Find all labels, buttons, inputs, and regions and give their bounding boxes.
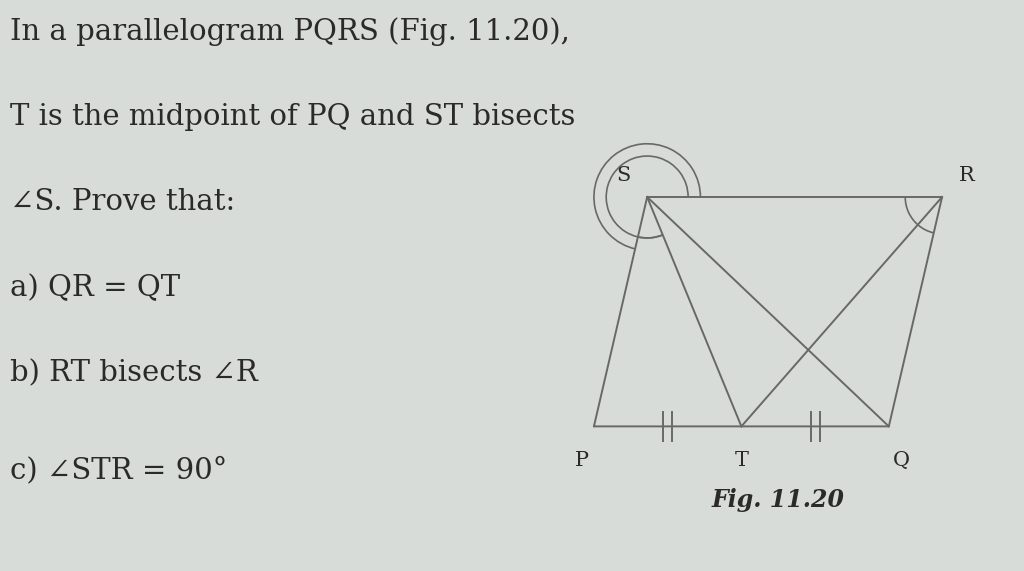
Text: T is the midpoint of PQ and ST bisects: T is the midpoint of PQ and ST bisects: [10, 103, 575, 131]
Text: S: S: [616, 166, 631, 184]
Text: Fig. 11.20: Fig. 11.20: [712, 488, 845, 512]
Text: In a parallelogram PQRS (Fig. 11.20),: In a parallelogram PQRS (Fig. 11.20),: [10, 17, 570, 46]
Text: b) RT bisects ∠R: b) RT bisects ∠R: [10, 360, 258, 388]
Text: a) QR = QT: a) QR = QT: [10, 274, 180, 302]
Text: R: R: [958, 166, 974, 184]
Text: P: P: [574, 451, 589, 470]
Text: ∠S. Prove that:: ∠S. Prove that:: [10, 188, 236, 216]
Text: c) ∠STR = 90°: c) ∠STR = 90°: [10, 457, 227, 485]
Text: T: T: [734, 451, 749, 470]
Text: Q: Q: [893, 451, 909, 470]
